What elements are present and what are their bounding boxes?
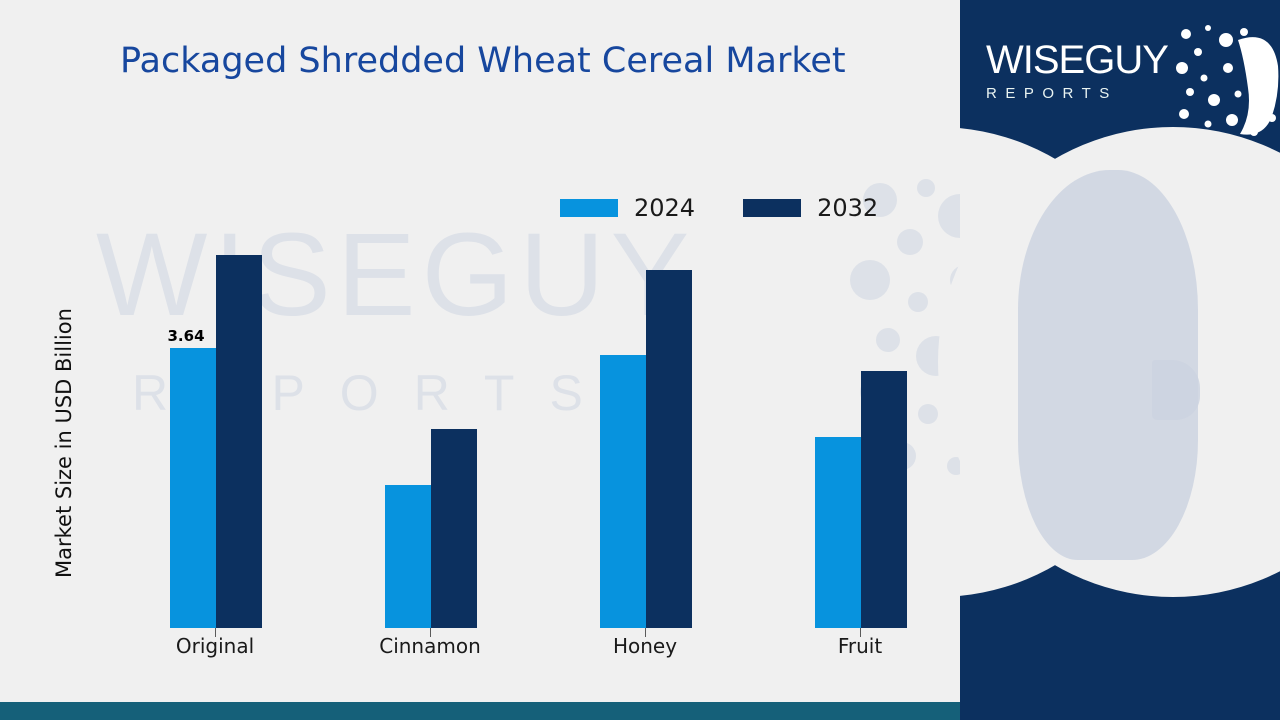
x-tick-cinnamon xyxy=(430,628,431,637)
head-profile-nose-icon xyxy=(1152,360,1200,420)
page-title: Packaged Shredded Wheat Cereal Market xyxy=(120,41,846,81)
legend-label-2032: 2032 xyxy=(817,194,879,222)
x-label-cinnamon: Cinnamon xyxy=(379,634,481,658)
chart-legend: 2024 2032 xyxy=(560,194,878,222)
bar-value-original-2024: 3.64 xyxy=(167,327,205,345)
legend-item-2032[interactable]: 2032 xyxy=(743,194,878,222)
bar-fruit-2024[interactable] xyxy=(815,437,861,628)
x-tick-original xyxy=(215,628,216,637)
x-tick-fruit xyxy=(860,628,861,637)
chart-plot-area: Market Size in USD Billion 3.64 Original… xyxy=(52,230,907,658)
bar-group-original xyxy=(170,230,262,628)
x-label-original: Original xyxy=(175,634,255,658)
y-axis-label: Market Size in USD Billion xyxy=(52,308,76,578)
x-label-fruit: Fruit xyxy=(837,634,883,658)
logo-sub-text: REPORTS xyxy=(986,85,1118,102)
bar-fruit-2032[interactable] xyxy=(861,371,907,628)
bar-honey-2024[interactable] xyxy=(600,355,646,628)
x-label-honey: Honey xyxy=(612,634,678,658)
bar-group-fruit xyxy=(815,230,907,628)
bar-group-cinnamon xyxy=(385,230,477,628)
bar-cinnamon-2024[interactable] xyxy=(385,485,431,628)
bar-cinnamon-2032[interactable] xyxy=(431,429,477,628)
logo-dot-cluster-icon xyxy=(1176,25,1279,136)
wiseguy-logo: WISEGUY REPORTS xyxy=(986,38,1169,102)
bar-original-2024[interactable] xyxy=(170,348,216,628)
bar-group-honey xyxy=(600,230,692,628)
legend-label-2024: 2024 xyxy=(634,194,696,222)
legend-item-2024[interactable]: 2024 xyxy=(560,194,695,222)
x-tick-honey xyxy=(645,628,646,637)
legend-swatch-2024 xyxy=(560,199,618,217)
bar-original-2032[interactable] xyxy=(216,255,262,628)
logo-main-text: WISEGUY xyxy=(986,38,1169,82)
legend-swatch-2032 xyxy=(743,199,802,217)
bar-honey-2032[interactable] xyxy=(646,270,692,628)
